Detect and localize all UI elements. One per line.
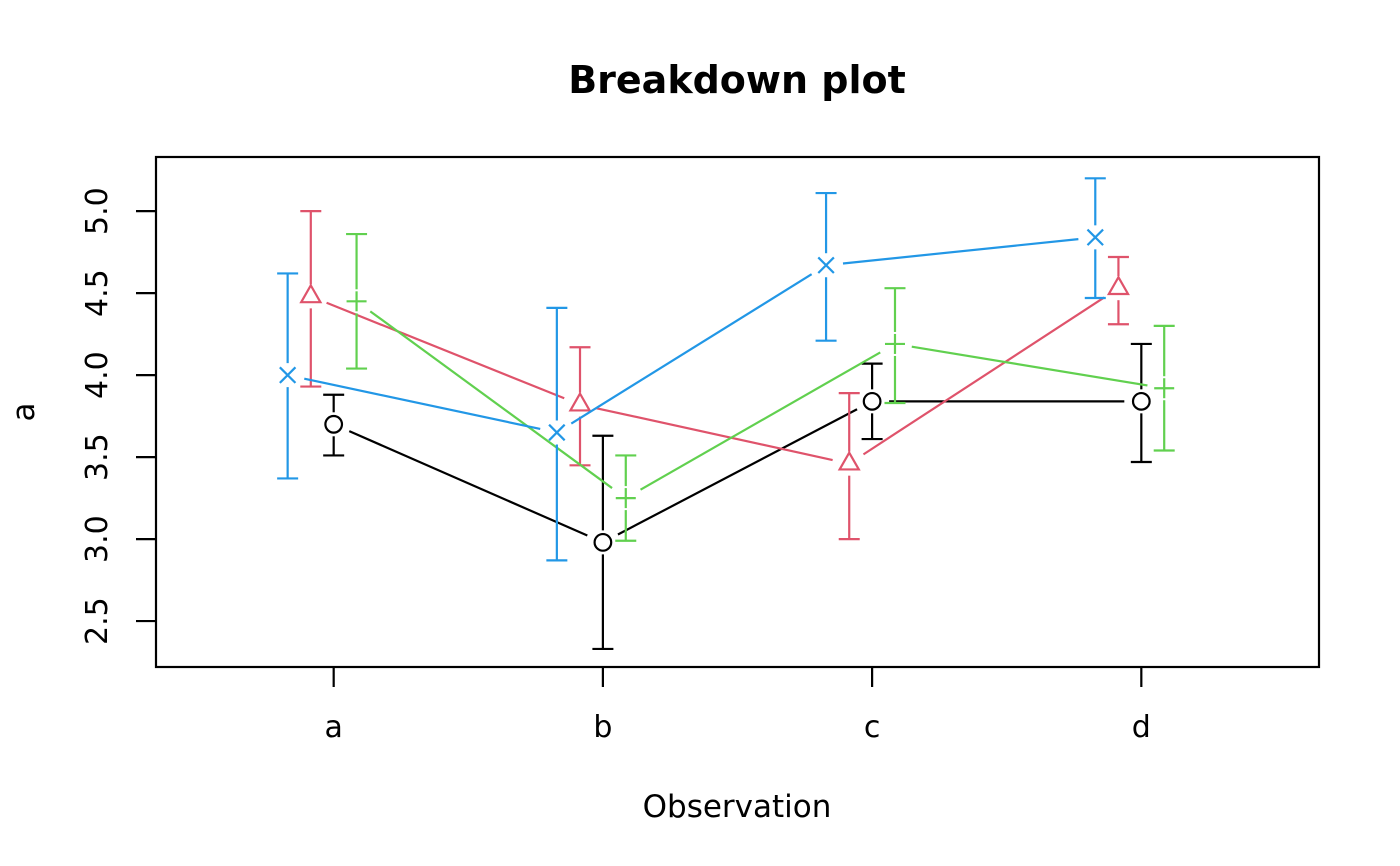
x-axis-label: Observation (643, 789, 832, 825)
x-tick-label: b (593, 710, 612, 745)
marker-circle (593, 532, 613, 552)
y-tick-label: 3.0 (80, 515, 115, 563)
marker-triangle (1106, 274, 1130, 296)
series-segment (570, 273, 813, 425)
series-segment (596, 407, 833, 462)
marker-circle (1131, 391, 1151, 411)
series-group-2 (299, 210, 1130, 541)
y-tick-label: 3.5 (80, 433, 115, 481)
marker-triangle (299, 283, 323, 304)
y-tick-label: 5.0 (80, 187, 115, 235)
series-segment (369, 310, 613, 489)
series-segment (326, 301, 565, 400)
axes-layer: 2.5 3.0 3.5 4.0 4.5 5.0 a b c d (80, 187, 1151, 745)
marker-triangle (568, 391, 592, 412)
marker-x (279, 366, 297, 384)
series-segment (842, 238, 1079, 265)
marker-x (817, 256, 835, 274)
y-tick-label: 4.5 (80, 269, 115, 317)
x-tick-label: c (864, 710, 881, 745)
series-group-1 (323, 342, 1152, 651)
plot-box (154, 155, 1321, 669)
chart-title: Breakdown plot (568, 58, 906, 102)
series-segment (304, 377, 541, 431)
series-group-3 (346, 232, 1175, 542)
x-tick-label: a (324, 710, 342, 745)
marker-triangle (837, 450, 861, 471)
marker-x (548, 423, 566, 442)
series-segment (862, 296, 1105, 456)
series-segment (911, 345, 1148, 387)
marker-x (1086, 228, 1104, 246)
series-segment (617, 408, 858, 536)
marker-circle (324, 414, 344, 434)
series-segment (348, 430, 588, 537)
y-tick-label: 2.5 (80, 597, 115, 645)
series-segment (639, 351, 881, 491)
y-axis-label: a (6, 403, 42, 422)
x-tick-label: d (1132, 710, 1151, 745)
series-layer (277, 177, 1175, 651)
y-tick-label: 4.0 (80, 351, 115, 399)
series-group-4 (277, 177, 1106, 562)
marker-circle (862, 391, 882, 411)
